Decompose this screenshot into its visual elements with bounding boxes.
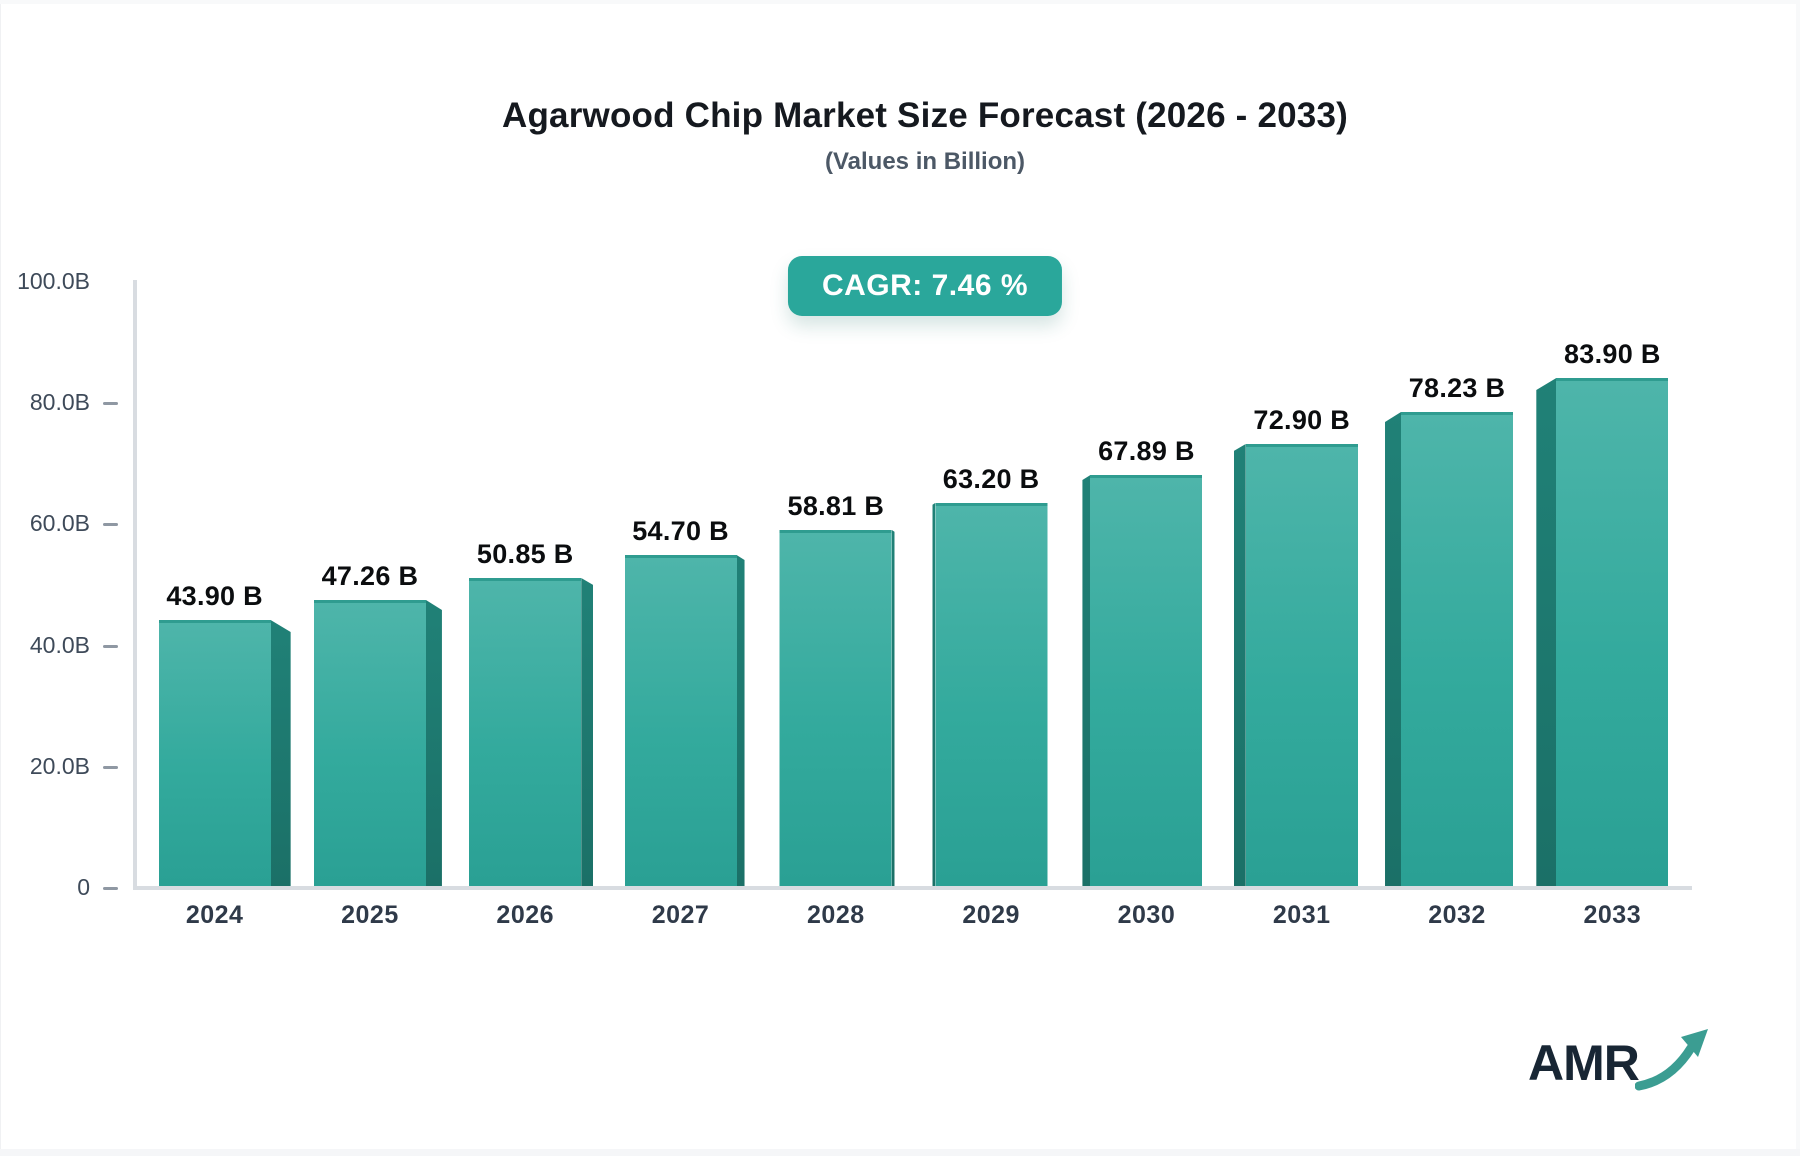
x-axis-label-2027: 2027 xyxy=(651,901,710,929)
bar-2032 xyxy=(1385,412,1514,886)
bar-side xyxy=(1082,475,1091,886)
x-axis-label-2028: 2028 xyxy=(807,901,865,929)
bar-face xyxy=(1090,475,1203,886)
x-axis-label-2030: 2030 xyxy=(1117,901,1176,929)
y-tick-label: 40.0B xyxy=(29,631,90,658)
page-edge-bottom xyxy=(0,1149,1800,1156)
bar-side xyxy=(425,600,442,886)
bar-value-label: 47.26 B xyxy=(321,561,419,591)
y-axis-line xyxy=(133,280,137,888)
bar-face xyxy=(935,503,1048,886)
bar-2024 xyxy=(158,620,291,886)
page-edge-right xyxy=(1796,0,1800,1156)
x-axis-label-2025: 2025 xyxy=(341,901,399,929)
x-axis-label-2026: 2026 xyxy=(496,901,555,929)
bar-value-label: 58.81 B xyxy=(787,491,885,521)
y-tick-mark xyxy=(103,765,118,769)
bar-side xyxy=(1385,412,1402,886)
bar-group-2024: 43.90 B xyxy=(137,280,292,886)
bar-value-label: 72.90 B xyxy=(1253,405,1351,435)
x-axis-label-2029: 2029 xyxy=(962,901,1020,929)
bar-group-2028: 58.81 B xyxy=(758,280,913,886)
y-tick-label: 100.0B xyxy=(17,268,90,294)
growth-arrow-icon xyxy=(1634,1029,1708,1091)
cagr-badge: CAGR: 7.46 % xyxy=(787,256,1063,316)
bar-side xyxy=(736,555,745,886)
bar-value-label: 50.85 B xyxy=(476,539,574,569)
bar-face xyxy=(313,600,426,886)
bar-face xyxy=(158,620,271,886)
bar-group-2030: 67.89 B xyxy=(1069,280,1224,886)
amr-logo-text: AMR xyxy=(1528,1035,1640,1091)
bar-face xyxy=(469,578,582,886)
bar-2030 xyxy=(1082,475,1203,886)
y-tick-mark xyxy=(103,644,118,648)
bar-2031 xyxy=(1233,444,1358,886)
x-axis-labels: 2024 2025 2026 2027 2028 2029 2030 2031 2032 2033 xyxy=(137,901,1690,930)
chart-subtitle: (Values in Billion) xyxy=(824,148,1026,175)
bar-2026 xyxy=(469,578,594,886)
x-axis-label-2032: 2032 xyxy=(1428,901,1486,929)
bar-side xyxy=(270,620,291,886)
y-tick-label: 80.0B xyxy=(29,389,90,416)
bar-value-label: 78.23 B xyxy=(1408,373,1506,403)
x-axis-label-2024: 2024 xyxy=(185,901,244,929)
x-axis-line xyxy=(133,886,1692,890)
bar-face xyxy=(624,555,737,886)
chart-title: Agarwood Chip Market Size Forecast (2026… xyxy=(502,96,1348,135)
amr-logo: AMR xyxy=(1528,1029,1711,1092)
bar-face xyxy=(1556,378,1669,886)
bar-face xyxy=(1245,444,1358,886)
bar-2029 xyxy=(932,503,1048,886)
bar-group-2032: 78.23 B xyxy=(1379,280,1534,886)
bar-side xyxy=(581,578,594,886)
bar-side xyxy=(932,503,936,886)
bar-value-label: 43.90 B xyxy=(166,581,263,611)
bar-group-2027: 54.70 B xyxy=(603,280,758,886)
bar-side xyxy=(1536,378,1557,886)
bar-group-2031: 72.90 B xyxy=(1224,280,1379,886)
bar-value-label: 54.70 B xyxy=(632,516,729,546)
bar-face xyxy=(779,530,892,886)
y-tick-mark xyxy=(103,523,118,527)
bar-2027 xyxy=(624,555,745,886)
bar-value-label: 67.89 B xyxy=(1098,436,1195,466)
y-tick-label: 60.0B xyxy=(29,510,90,537)
bar-group-2029: 63.20 B xyxy=(913,280,1068,886)
y-tick-mark xyxy=(103,887,118,890)
y-tick-mark xyxy=(103,402,118,406)
bar-group-2033: 83.90 B xyxy=(1535,280,1690,886)
bar-2033 xyxy=(1536,378,1669,886)
bar-face xyxy=(1401,412,1514,886)
bar-value-label: 63.20 B xyxy=(942,464,1040,494)
x-axis-label-2033: 2033 xyxy=(1583,901,1642,929)
page-edge-top xyxy=(0,0,1800,4)
y-tick-label: 0 xyxy=(77,874,90,900)
bar-value-label: 83.90 B xyxy=(1563,339,1661,369)
y-tick-label: 20.0B xyxy=(29,752,90,779)
bar-2025 xyxy=(313,600,442,886)
plot-area: 43.90 B 47.26 B 50.85 B 54.70 B 58.81 B 63.20… xyxy=(137,280,1690,886)
bar-side xyxy=(1233,444,1246,886)
x-axis-label-2031: 2031 xyxy=(1272,901,1331,929)
bar-group-2025: 47.26 B xyxy=(292,280,447,886)
bar-side xyxy=(891,530,895,886)
bar-2028 xyxy=(779,530,895,886)
bar-group-2026: 50.85 B xyxy=(448,280,603,886)
